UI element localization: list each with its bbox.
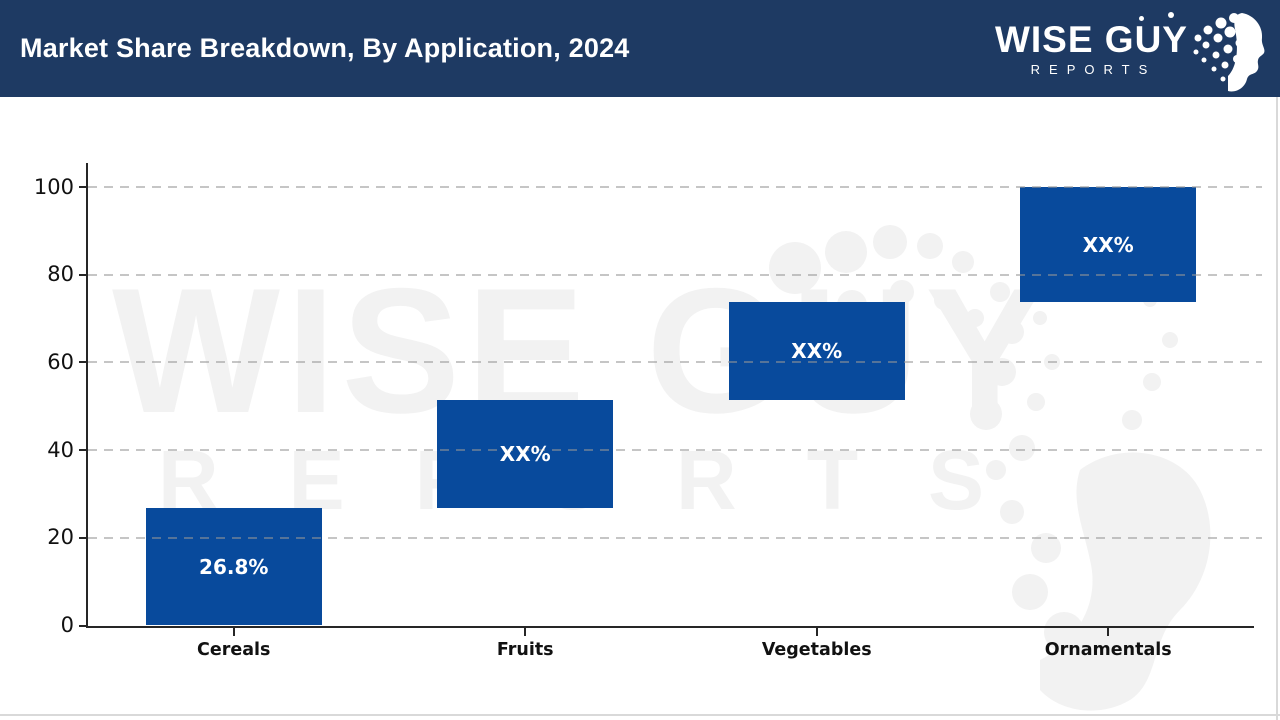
y-tick-mark (79, 186, 87, 188)
logo-wordmark: WISE GUY REPORTS (994, 19, 1188, 78)
x-tick-label: Ornamentals (1044, 640, 1172, 660)
bar-ornamentals (1020, 187, 1197, 303)
x-tick-label: Fruits (496, 640, 554, 660)
x-axis-line (86, 625, 1254, 628)
logo-line2: REPORTS (1030, 62, 1157, 77)
bar-vegetables (728, 302, 905, 401)
x-tick-mark (232, 628, 235, 636)
page-edge-right (1276, 97, 1278, 720)
header-bar: Market Share Breakdown, By Application, … (0, 0, 1280, 97)
bar-value-label: XX% (499, 442, 551, 467)
logo-line1: WISE GUY (994, 19, 1188, 60)
logo-head-icon (1193, 13, 1265, 92)
y-tick-label: 100 (33, 174, 74, 199)
gridline (88, 536, 1262, 539)
x-tick-label: Cereals (197, 640, 271, 660)
y-tick-label: 80 (47, 262, 74, 287)
x-tick-mark (524, 628, 527, 636)
page-title: Market Share Breakdown, By Application, … (20, 33, 630, 63)
y-tick-mark (79, 273, 87, 276)
y-tick-mark (79, 624, 87, 627)
gridline (88, 186, 1262, 188)
gridline (88, 273, 1262, 276)
x-tick-mark (1107, 628, 1110, 636)
bar-fruits (437, 400, 614, 508)
bar-cereals (145, 507, 322, 626)
bar-value-label: XX% (1082, 232, 1134, 257)
y-tick-mark (79, 361, 87, 364)
x-tick-mark (815, 628, 818, 636)
bar-value-label: XX% (791, 339, 843, 364)
page-edge-bottom (0, 714, 1280, 716)
y-tick-label: 0 (60, 613, 74, 637)
y-tick-label: 60 (47, 349, 74, 374)
y-axis-line (86, 163, 88, 628)
y-tick-label: 20 (47, 525, 74, 550)
logo-dot-icon (1168, 12, 1174, 18)
y-tick-mark (79, 536, 87, 539)
gridline (88, 449, 1262, 452)
x-tick-label: Vegetables (761, 640, 872, 660)
logo-dot-icon (1139, 16, 1144, 21)
y-tick-mark (79, 449, 87, 452)
y-tick-label: 40 (47, 437, 74, 462)
gridline (88, 361, 1262, 364)
bar-value-label: 26.8% (199, 554, 269, 579)
wiseguy-logo: WISE GUY REPORTS (995, 8, 1266, 92)
